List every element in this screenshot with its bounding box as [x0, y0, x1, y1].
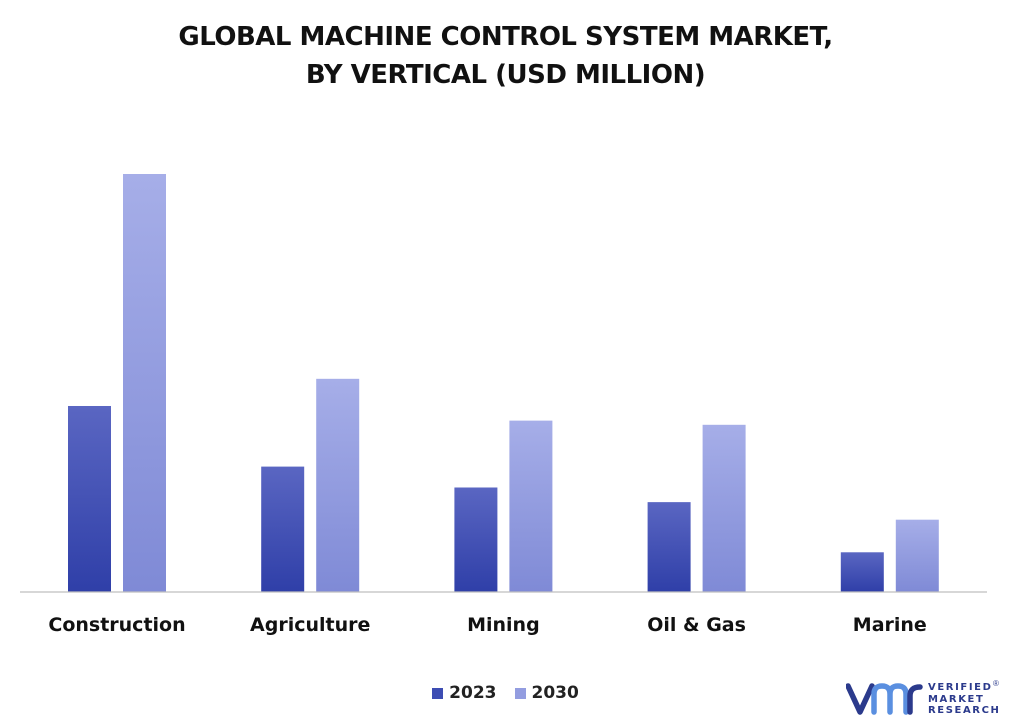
bar-marine-2023	[840, 552, 884, 592]
bar-construction-2030	[123, 174, 166, 592]
bar-construction-2023	[68, 405, 111, 592]
bar-oil-gas-2023	[647, 502, 691, 592]
bar-mining-2023	[454, 487, 498, 592]
x-tick-label-marine: Marine	[853, 614, 927, 636]
x-tick-label-construction: Construction	[48, 614, 185, 636]
logo-line-1: VERIFIED	[928, 682, 993, 693]
bar-mining-2030	[509, 420, 553, 592]
x-tick-label-oil-gas: Oil & Gas	[647, 614, 746, 636]
bars-group	[68, 174, 939, 592]
legend-swatch-2023	[432, 687, 444, 699]
bar-agriculture-2030	[316, 378, 360, 592]
chart-title-line-2: BY VERTICAL (USD MILLION)	[305, 60, 706, 90]
legend-item-2030: 2030	[514, 683, 579, 703]
legend: 2023 2030	[0, 683, 1011, 703]
x-tick-labels: Construction Agriculture Mining Oil & Gas Ma…	[48, 614, 926, 636]
legend-swatch-2030	[514, 687, 526, 699]
bar-oil-gas-2030	[702, 424, 746, 592]
vmr-logo-icon	[845, 683, 923, 715]
logo-wordmark: VERIFIED MARKET RESEARCH	[928, 682, 1001, 717]
legend-item-2023: 2023	[432, 683, 497, 703]
bar-chart: Construction Agriculture Mining Oil & Gas Ma…	[20, 174, 987, 636]
chart-title: GLOBAL MACHINE CONTROL SYSTEM MARKET, BY…	[0, 18, 1011, 94]
x-tick-label-mining: Mining	[467, 614, 540, 636]
legend-label-2023: 2023	[449, 683, 497, 703]
x-tick-label-agriculture: Agriculture	[250, 614, 370, 636]
bar-agriculture-2023	[261, 466, 305, 592]
bar-marine-2030	[895, 519, 939, 592]
legend-label-2030: 2030	[531, 683, 579, 703]
verified-market-research-logo: VERIFIED MARKET RESEARCH ®	[845, 679, 1006, 720]
logo-line-3: RESEARCH	[928, 705, 1001, 716]
registered-mark: ®	[993, 679, 999, 688]
chart-title-line-1: GLOBAL MACHINE CONTROL SYSTEM MARKET,	[178, 22, 833, 52]
logo-line-2: MARKET	[928, 693, 985, 705]
